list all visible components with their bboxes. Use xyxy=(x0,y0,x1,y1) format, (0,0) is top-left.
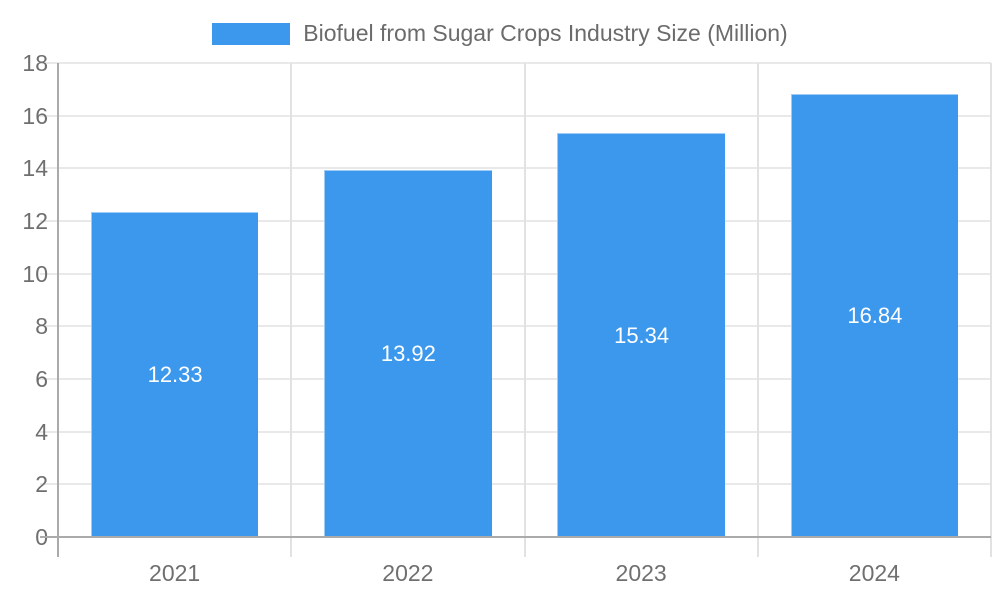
y-tick-label: 2 xyxy=(35,471,48,498)
y-tick-label: 14 xyxy=(22,155,48,182)
y-tick-label: 12 xyxy=(22,208,48,234)
y-tick-label: 10 xyxy=(22,260,48,287)
gridline-vertical xyxy=(990,63,992,557)
legend-label: Biofuel from Sugar Crops Industry Size (… xyxy=(303,20,788,46)
gridline-horizontal xyxy=(40,220,991,222)
bar-value-label: 13.92 xyxy=(380,341,436,367)
gridline-horizontal xyxy=(40,167,991,170)
y-tick-label: 18 xyxy=(22,50,48,76)
bar-value-label: 16.84 xyxy=(847,302,903,328)
x-tick-label: 2022 xyxy=(382,560,434,586)
legend[interactable]: Biofuel from Sugar Crops Industry Size (… xyxy=(0,20,1000,47)
gridline-vertical xyxy=(523,63,526,557)
y-tick-label: 8 xyxy=(35,313,48,340)
x-axis-line xyxy=(40,536,991,538)
gridline-vertical xyxy=(756,63,759,557)
y-axis-line xyxy=(57,63,59,557)
y-tick-label: 16 xyxy=(22,102,48,129)
gridline-horizontal xyxy=(40,272,991,275)
plot-area: 12.33 13.92 15.34 16.84 xyxy=(40,62,992,557)
bar-2021: 12.33 xyxy=(90,212,259,537)
legend-swatch xyxy=(212,22,291,45)
gridline-horizontal xyxy=(40,62,991,64)
x-tick-label: 2021 xyxy=(149,560,201,586)
gridline-horizontal xyxy=(40,378,991,380)
gridline-horizontal xyxy=(40,483,991,486)
bar-2023: 15.34 xyxy=(557,133,725,537)
gridline-horizontal xyxy=(40,430,991,433)
x-tick-label: 2024 xyxy=(848,560,900,586)
x-tick-label: 2023 xyxy=(615,560,667,586)
gridline-horizontal xyxy=(40,114,991,117)
y-tick-label: 6 xyxy=(35,366,48,392)
bar-value-label: 12.33 xyxy=(147,362,203,388)
bar-2022: 13.92 xyxy=(324,170,492,537)
bar-value-label: 15.34 xyxy=(614,322,670,348)
gridline-vertical xyxy=(290,63,293,557)
y-tick-label: 4 xyxy=(35,418,48,445)
bar-2024: 16.84 xyxy=(790,93,959,537)
x-axis-labels: 2021 2022 2023 2024 xyxy=(58,560,991,587)
gridline-horizontal xyxy=(40,325,991,328)
